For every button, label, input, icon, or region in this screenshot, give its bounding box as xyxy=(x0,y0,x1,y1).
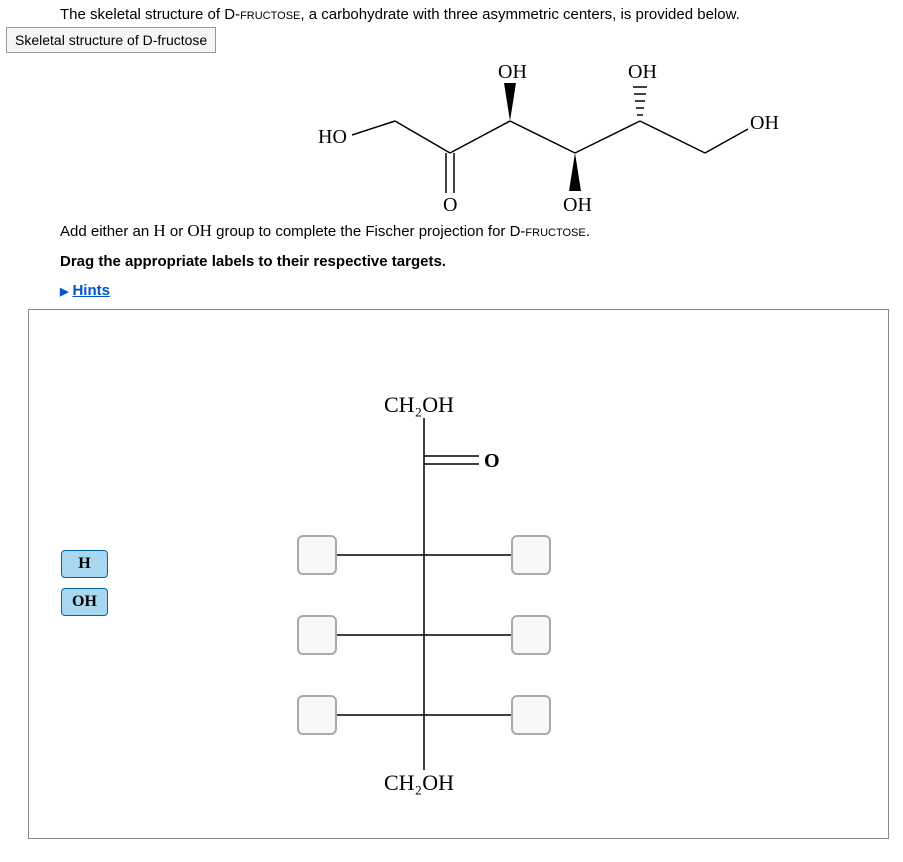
drop-target-c5-right[interactable] xyxy=(511,695,551,735)
label-HO-left: HO xyxy=(318,126,347,148)
intro-text: The skeletal structure of D-fructose, a … xyxy=(0,0,903,27)
intro-post: , a carbohydrate with three asymmetric c… xyxy=(300,6,739,23)
drag-instruction: Drag the appropriate labels to their res… xyxy=(0,245,903,274)
hints-label: Hints xyxy=(72,282,110,299)
instr-pre: Add either an xyxy=(60,223,153,240)
wedge-c3 xyxy=(504,83,516,121)
tab-skeletal-structure[interactable]: Skeletal structure of D-fructose xyxy=(6,27,216,53)
instr-h: H xyxy=(153,221,165,240)
instruction-line1: Add either an H or OH group to complete … xyxy=(0,213,903,245)
hints-caret-icon: ▶ xyxy=(60,285,68,298)
drag-tile-H[interactable]: H xyxy=(61,550,108,578)
label-OH-bottom: OH xyxy=(563,194,592,213)
hints-toggle[interactable]: ▶ Hints xyxy=(0,274,903,309)
drop-target-c5-left[interactable] xyxy=(297,695,337,735)
tab-label: Skeletal structure of D-fructose xyxy=(15,32,207,48)
instr-mid: or xyxy=(166,223,188,240)
label-OH-top1: OH xyxy=(498,61,527,83)
intro-compound: D-fructose xyxy=(224,6,300,23)
drop-target-c4-left[interactable] xyxy=(297,615,337,655)
skeletal-diagram: HO OH O OH OH OH xyxy=(0,53,903,213)
instr-post: group to complete the Fischer projection… xyxy=(212,223,510,240)
drop-target-c3-right[interactable] xyxy=(511,535,551,575)
wedge-c4 xyxy=(569,153,581,191)
instr-oh: OH xyxy=(187,221,212,240)
drag-instruction-text: Drag the appropriate labels to their res… xyxy=(60,253,446,270)
drag-source-palette: H OH xyxy=(61,550,108,626)
intro-pre: The skeletal structure of xyxy=(60,6,224,23)
drag-tile-OH[interactable]: OH xyxy=(61,588,108,616)
skeletal-svg: HO OH O OH OH OH xyxy=(0,53,903,213)
label-OH-right: OH xyxy=(750,112,779,134)
label-O-double: O xyxy=(443,194,457,213)
drop-target-c3-left[interactable] xyxy=(297,535,337,575)
instr-compound: D-fructose. xyxy=(510,223,590,240)
label-OH-top2: OH xyxy=(628,61,657,83)
workspace-panel: H OH CH₂OH CH₂OH O xyxy=(28,309,889,839)
hash-c5 xyxy=(633,87,647,115)
drop-target-c4-right[interactable] xyxy=(511,615,551,655)
